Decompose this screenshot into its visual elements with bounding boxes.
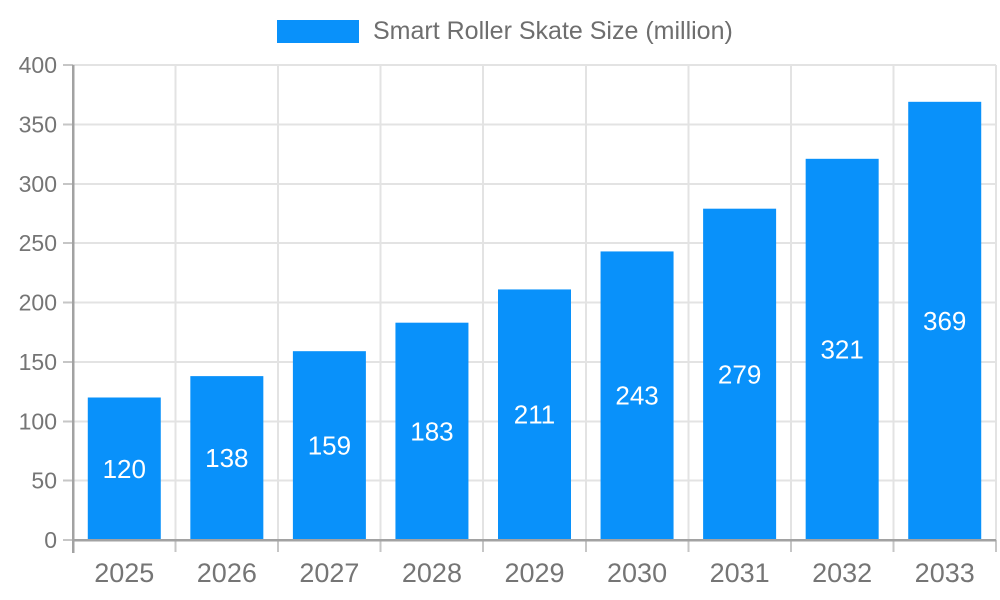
legend-label: Smart Roller Skate Size (million) xyxy=(373,17,733,45)
y-tick-label: 350 xyxy=(19,111,57,137)
bar-value-label: 369 xyxy=(923,306,966,336)
bar-value-label: 183 xyxy=(410,416,453,446)
x-tick-label: 2029 xyxy=(504,558,564,588)
y-tick-label: 300 xyxy=(19,171,57,197)
y-tick-label: 0 xyxy=(44,527,57,553)
bar-value-label: 120 xyxy=(103,454,146,484)
y-tick-label: 250 xyxy=(19,230,57,256)
x-tick-label: 2027 xyxy=(299,558,359,588)
bar[interactable] xyxy=(87,397,161,541)
y-tick-label: 50 xyxy=(31,468,57,494)
bar[interactable] xyxy=(908,101,982,540)
x-tick-label: 2025 xyxy=(94,558,154,588)
x-tick-label: 2032 xyxy=(812,558,872,588)
legend-swatch-icon xyxy=(277,20,359,43)
bar-value-label: 243 xyxy=(615,381,658,411)
bar[interactable] xyxy=(600,251,674,540)
bar-value-label: 211 xyxy=(514,400,555,430)
y-tick-label: 100 xyxy=(19,408,57,434)
x-tick-label: 2031 xyxy=(710,558,770,588)
bar[interactable] xyxy=(805,158,879,540)
bar-value-label: 279 xyxy=(718,359,761,389)
y-tick-label: 200 xyxy=(19,290,57,316)
bar-value-label: 321 xyxy=(820,334,863,364)
bar[interactable] xyxy=(190,376,264,540)
x-tick-label: 2026 xyxy=(197,558,257,588)
bar[interactable] xyxy=(703,208,777,540)
bar[interactable] xyxy=(395,322,469,540)
bar-value-label: 138 xyxy=(205,443,248,473)
bar[interactable] xyxy=(498,289,571,540)
x-tick-label: 2030 xyxy=(607,558,667,588)
y-tick-label: 150 xyxy=(19,349,57,375)
y-tick-label: 400 xyxy=(19,52,57,78)
x-tick-label: 2033 xyxy=(915,558,975,588)
chart-legend[interactable]: Smart Roller Skate Size (million) xyxy=(277,17,733,46)
bar[interactable] xyxy=(292,351,366,540)
bar-value-label: 159 xyxy=(308,431,351,461)
x-tick-label: 2028 xyxy=(402,558,462,588)
